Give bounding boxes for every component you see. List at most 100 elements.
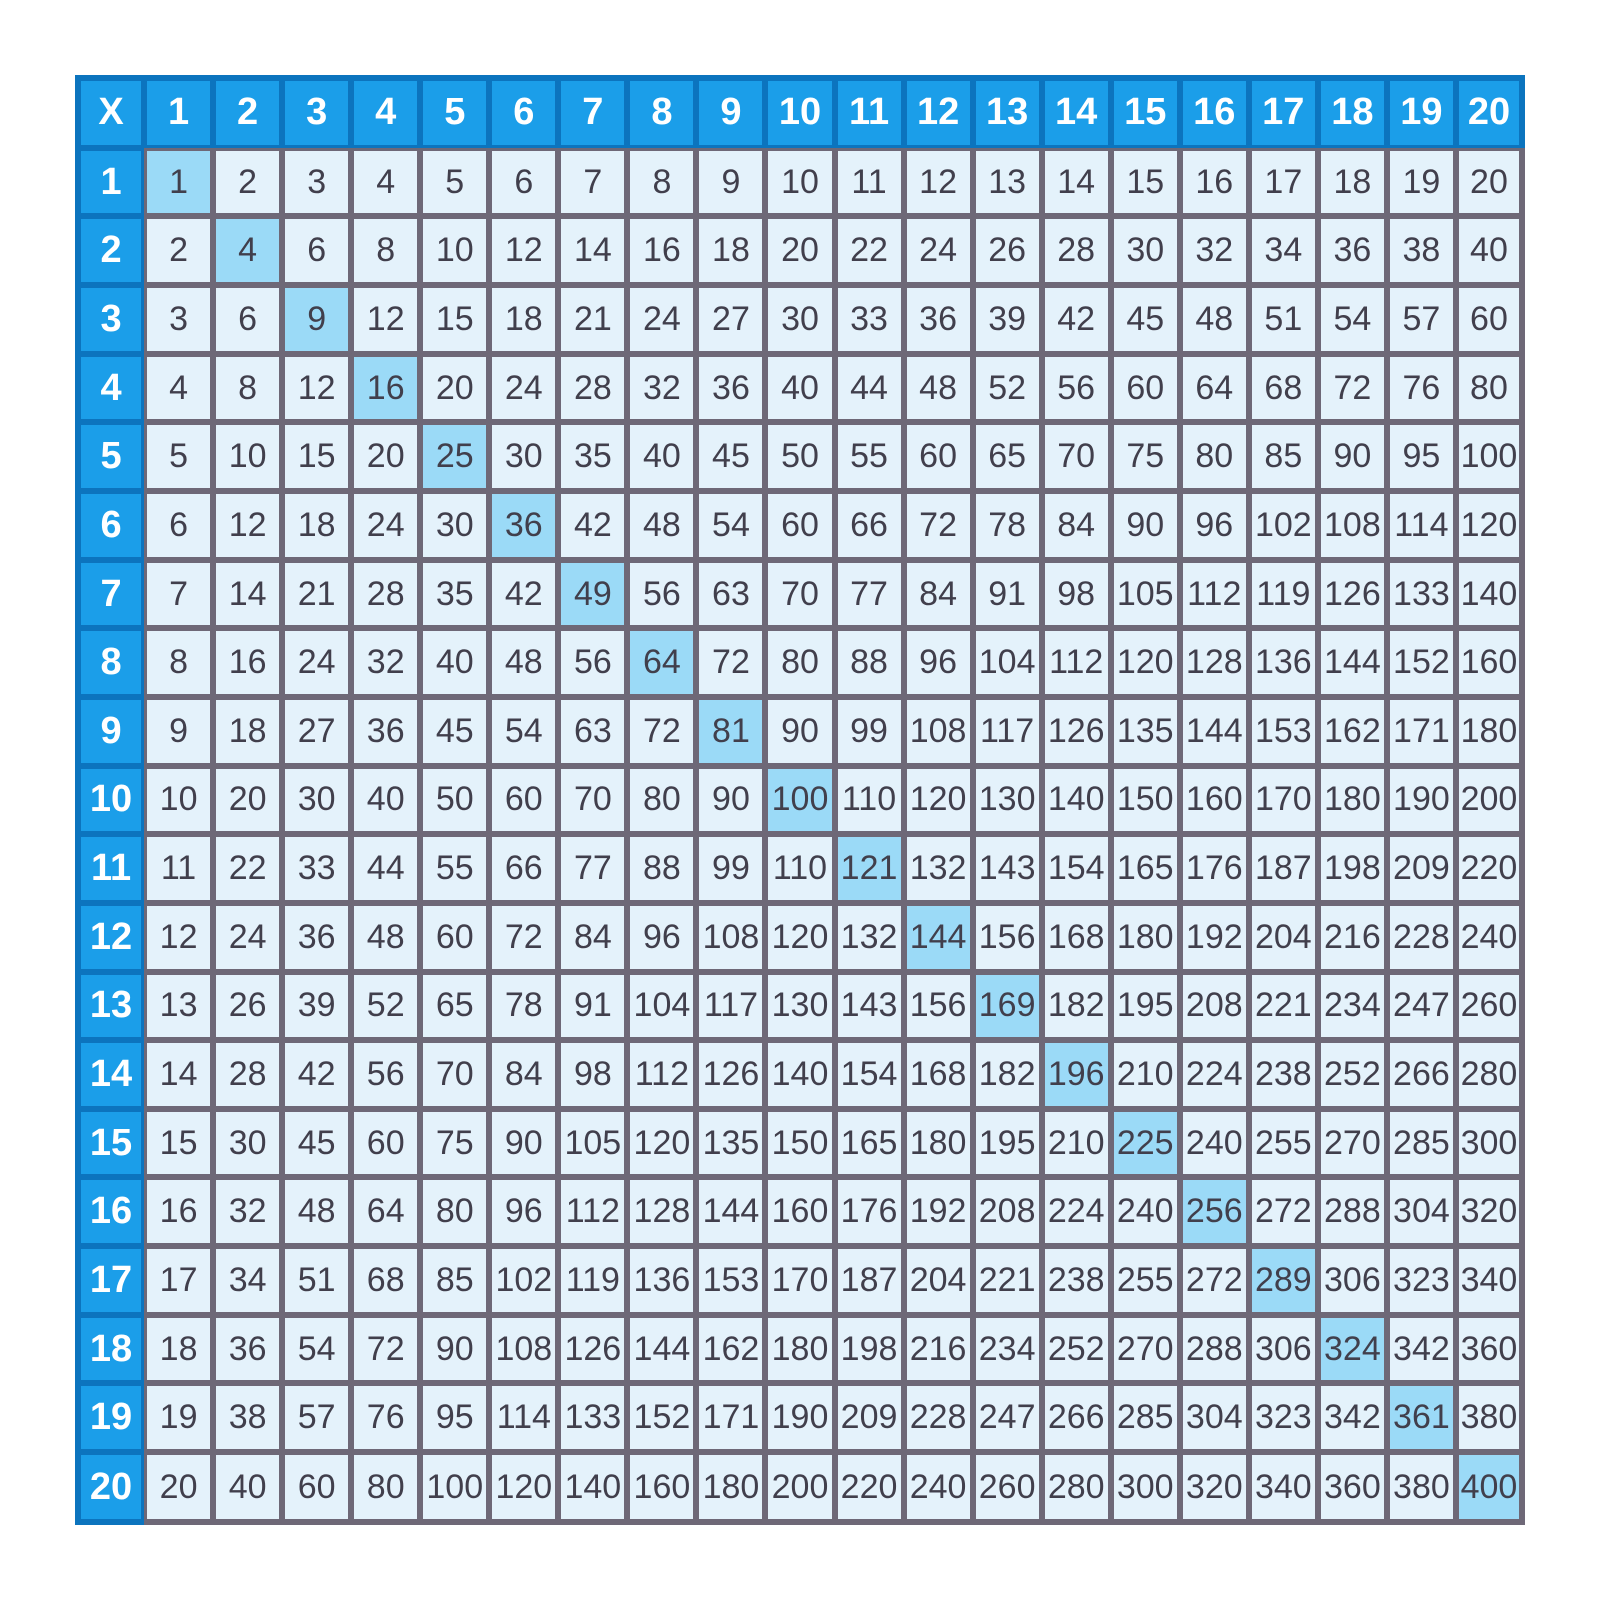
column-header-cell-17: 17: [1248, 75, 1318, 148]
table-row-7: 7 7 14 21 28 35 42 49 56 63 70 77 84 91 98 105 112 119 126…: [75, 559, 1525, 629]
product-cell-15x3: 45: [282, 1108, 352, 1178]
product-cell-10x6: 60: [489, 765, 559, 835]
product-cell-8x3: 24: [282, 628, 352, 697]
product-cell-2x11: 22: [834, 216, 904, 286]
product-cell-1x7: 7: [558, 147, 628, 217]
product-cell-13x20: 260: [1455, 971, 1525, 1041]
table-row-6: 6 6 12 18 24 30 36 42 48 54 60 66 72 78 84 90 96 102 108 11…: [75, 491, 1525, 560]
product-cell-18x17: 306: [1248, 1314, 1318, 1384]
product-cell-8x12: 96: [903, 628, 973, 697]
table-row-5: 5 5 10 15 20 25 30 35 40 45 50 55 60 65 70 75 80 85 90 95 10…: [75, 422, 1525, 492]
product-cell-13x4: 52: [351, 971, 421, 1041]
column-header-cell-5: 5: [420, 75, 490, 148]
product-cell-4x6: 24: [489, 353, 559, 423]
product-cell-18x3: 54: [282, 1314, 352, 1384]
product-cell-10x18: 180: [1317, 765, 1387, 835]
product-cell-16x9: 144: [696, 1177, 766, 1247]
product-cell-18x19: 342: [1386, 1314, 1456, 1384]
table-row-12: 12 12 24 36 48 60 72 84 96 108 120 132 144 156 168 180 1…: [75, 902, 1525, 972]
product-cell-16x19: 304: [1386, 1177, 1456, 1247]
row-header-cell-12: 12: [75, 902, 145, 972]
product-cell-19x3: 57: [282, 1383, 352, 1453]
product-cell-19x11: 209: [834, 1383, 904, 1453]
product-cell-13x16: 208: [1179, 971, 1249, 1041]
product-cell-5x9: 45: [696, 422, 766, 492]
product-cell-9x18: 162: [1317, 696, 1387, 766]
product-cell-4x9: 36: [696, 353, 766, 423]
product-cell-7x19: 133: [1386, 559, 1456, 629]
product-cell-12x16: 192: [1179, 902, 1249, 972]
product-cell-7x13: 91: [972, 559, 1042, 629]
product-cell-5x10: 50: [765, 422, 835, 492]
product-cell-19x4: 76: [351, 1383, 421, 1453]
product-cell-3x9: 27: [696, 285, 766, 354]
product-cell-13x9: 117: [696, 971, 766, 1041]
column-header-cell-8: 8: [627, 75, 697, 148]
product-cell-7x1: 7: [144, 559, 214, 629]
table-row-19: 19 19 38 57 76 95 114 133 152 171 190 209 228 247 266 2…: [75, 1383, 1525, 1453]
row-header-cell-2: 2: [75, 216, 145, 286]
product-cell-5x17: 85: [1248, 422, 1318, 492]
product-cell-3x10: 30: [765, 285, 835, 354]
product-cell-10x2: 20: [213, 765, 283, 835]
product-cell-4x11: 44: [834, 353, 904, 423]
product-cell-20x18: 360: [1317, 1452, 1387, 1525]
row-header-cell-15: 15: [75, 1108, 145, 1178]
product-cell-20x6: 120: [489, 1452, 559, 1525]
column-header-cell-14: 14: [1041, 75, 1111, 148]
product-cell-13x14: 182: [1041, 971, 1111, 1041]
product-cell-6x3: 18: [282, 491, 352, 560]
product-cell-8x15: 120: [1110, 628, 1180, 697]
product-cell-11x18: 198: [1317, 834, 1387, 903]
product-cell-11x6: 66: [489, 834, 559, 903]
product-cell-8x20: 160: [1455, 628, 1525, 697]
product-cell-16x5: 80: [420, 1177, 490, 1247]
square-product-cell-289: 289: [1248, 1246, 1318, 1315]
product-cell-9x5: 45: [420, 696, 490, 766]
square-product-cell-144: 144: [903, 902, 973, 972]
product-cell-10x15: 150: [1110, 765, 1180, 835]
product-cell-6x4: 24: [351, 491, 421, 560]
product-cell-12x8: 96: [627, 902, 697, 972]
product-cell-7x8: 56: [627, 559, 697, 629]
product-cell-1x19: 19: [1386, 147, 1456, 217]
product-cell-13x11: 143: [834, 971, 904, 1041]
product-cell-20x1: 20: [144, 1452, 214, 1525]
product-cell-5x11: 55: [834, 422, 904, 492]
row-header-cell-19: 19: [75, 1383, 145, 1453]
product-cell-15x1: 15: [144, 1108, 214, 1178]
product-cell-6x14: 84: [1041, 491, 1111, 560]
table-row-13: 13 13 26 39 52 65 78 91 104 117 130 143 156 169 182 195…: [75, 971, 1525, 1041]
product-cell-7x11: 77: [834, 559, 904, 629]
column-header-cell-18: 18: [1317, 75, 1387, 148]
product-cell-11x4: 44: [351, 834, 421, 903]
product-cell-17x16: 272: [1179, 1246, 1249, 1315]
table-row-9: 9 9 18 27 36 45 54 63 72 81 90 99 108 117 126 135 144 153…: [75, 696, 1525, 766]
product-cell-4x14: 56: [1041, 353, 1111, 423]
product-cell-20x9: 180: [696, 1452, 766, 1525]
product-cell-5x4: 20: [351, 422, 421, 492]
product-cell-2x10: 20: [765, 216, 835, 286]
product-cell-3x14: 42: [1041, 285, 1111, 354]
product-cell-10x20: 200: [1455, 765, 1525, 835]
product-cell-11x9: 99: [696, 834, 766, 903]
product-cell-5x20: 100: [1455, 422, 1525, 492]
product-cell-10x11: 110: [834, 765, 904, 835]
product-cell-8x13: 104: [972, 628, 1042, 697]
product-cell-6x2: 12: [213, 491, 283, 560]
product-cell-9x15: 135: [1110, 696, 1180, 766]
product-cell-20x10: 200: [765, 1452, 835, 1525]
product-cell-17x18: 306: [1317, 1246, 1387, 1315]
table-row-15: 15 15 30 45 60 75 90 105 120 135 150 165 180 195 210 22…: [75, 1108, 1525, 1178]
product-cell-13x15: 195: [1110, 971, 1180, 1041]
product-cell-9x19: 171: [1386, 696, 1456, 766]
product-cell-13x5: 65: [420, 971, 490, 1041]
product-cell-12x1: 12: [144, 902, 214, 972]
product-cell-3x6: 18: [489, 285, 559, 354]
row-header-cell-17: 17: [75, 1246, 145, 1315]
product-cell-3x18: 54: [1317, 285, 1387, 354]
header-row: X 1 2 3 4 5 6 7 8 9 10 11 12 13 14 15 16 17 18 19 20: [75, 75, 1525, 148]
product-cell-13x19: 247: [1386, 971, 1456, 1041]
product-cell-7x15: 105: [1110, 559, 1180, 629]
product-cell-8x16: 128: [1179, 628, 1249, 697]
